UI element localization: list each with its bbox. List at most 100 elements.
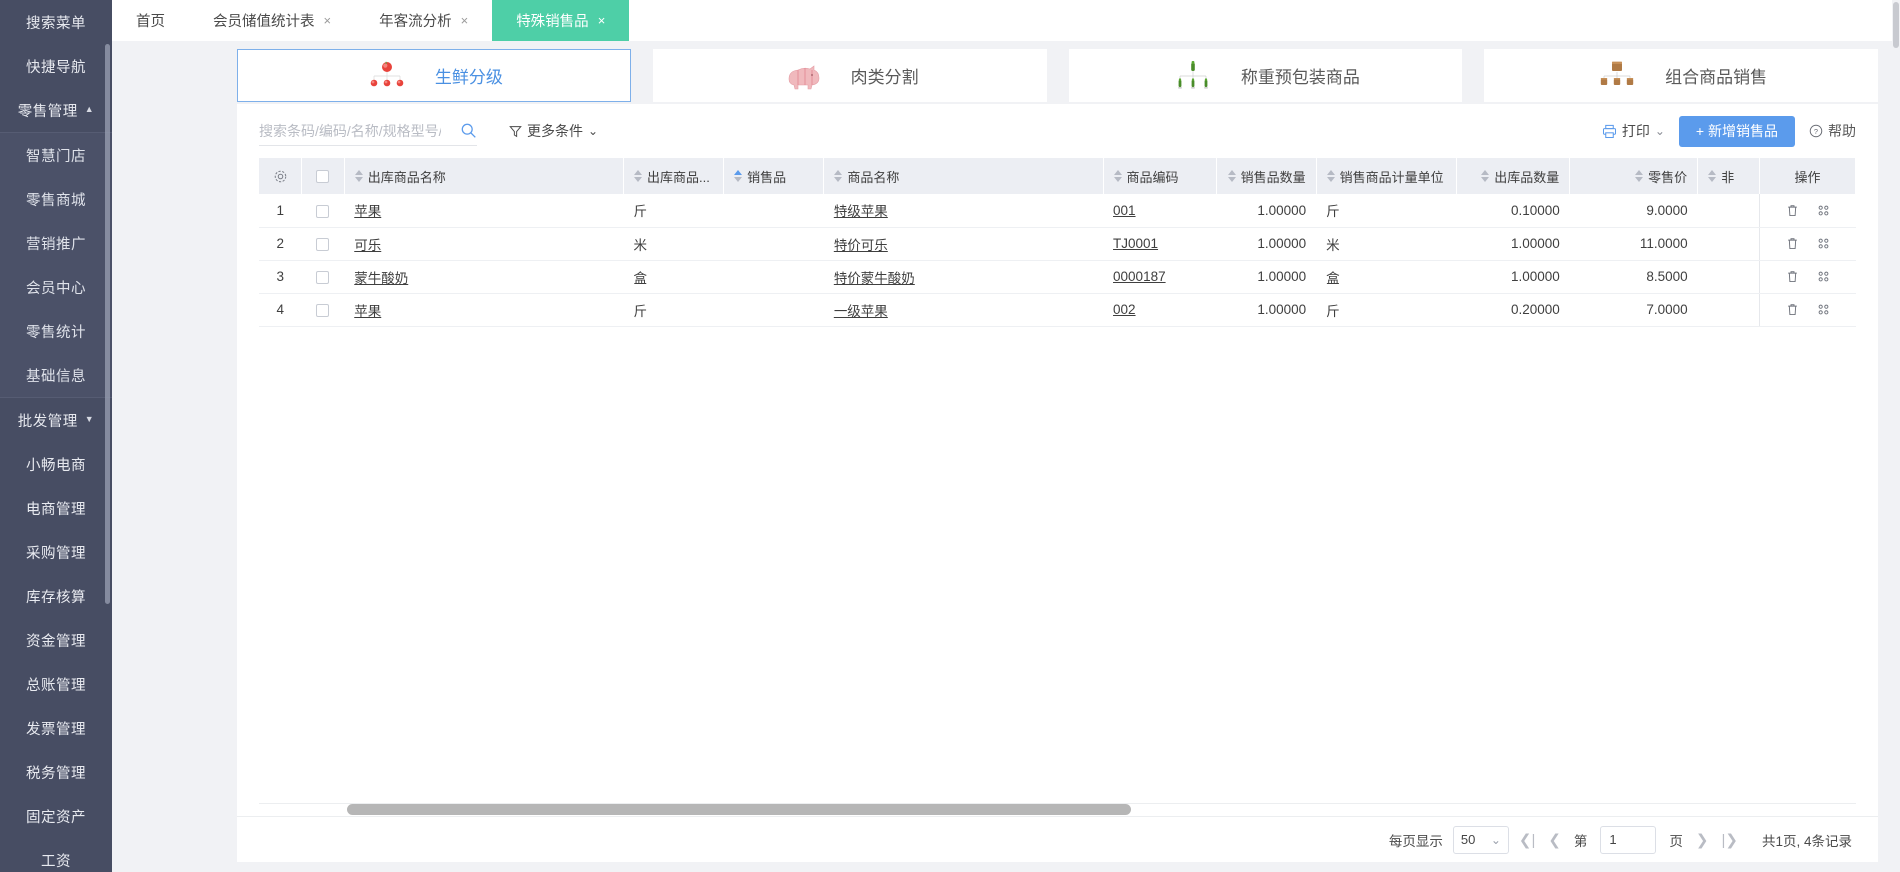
cell-out_name[interactable]: 可乐 — [344, 227, 624, 261]
cell-goods_code[interactable]: 0000187 — [1103, 260, 1216, 294]
cell-link[interactable]: 一级苹果 — [833, 303, 888, 319]
tab-年客流分析[interactable]: 年客流分析 × — [355, 0, 492, 41]
sort-toggle-icon[interactable] — [633, 170, 642, 182]
search-input[interactable] — [259, 122, 441, 139]
sidebar-item-sub-会员中心[interactable]: 会员中心 — [0, 265, 112, 309]
cell-link[interactable]: 可乐 — [354, 237, 382, 253]
sort-toggle-icon[interactable] — [1113, 170, 1122, 182]
cell-cb[interactable] — [301, 227, 345, 261]
grid-dots-icon[interactable] — [1816, 302, 1831, 317]
cell-link[interactable]: TJ0001 — [1113, 236, 1159, 251]
trash-icon[interactable] — [1785, 269, 1800, 284]
sort-toggle-icon[interactable] — [1708, 170, 1717, 182]
tab-会员储值统计表[interactable]: 会员储值统计表 × — [189, 0, 355, 41]
chevron-left-icon[interactable]: ❮ — [1548, 831, 1561, 849]
cell-goods_name[interactable]: 特价可乐 — [823, 227, 1104, 261]
search-icon[interactable] — [460, 122, 477, 139]
trash-icon[interactable] — [1785, 302, 1800, 317]
select-all-checkbox[interactable] — [316, 169, 330, 183]
page-scrollbar[interactable] — [1892, 0, 1900, 872]
category-card-组合商品销售[interactable]: 组合商品销售 — [1484, 49, 1878, 102]
sort-toggle-icon[interactable] — [1635, 170, 1644, 182]
sidebar-item-快捷导航[interactable]: 快捷导航 — [0, 44, 112, 88]
column-header-retail_price[interactable]: 零售价 — [1569, 158, 1699, 194]
column-header-out_name[interactable]: 出库商品名称 — [344, 158, 624, 194]
sort-toggle-icon[interactable] — [354, 170, 363, 182]
cell-cb[interactable] — [301, 194, 345, 228]
sidebar-item-零售管理[interactable]: 零售管理 ▲ — [0, 88, 112, 132]
print-button[interactable]: 打印 ⌄ — [1602, 121, 1665, 141]
cell-goods_code[interactable]: 001 — [1103, 194, 1216, 228]
cell-link[interactable]: 苹果 — [354, 204, 382, 220]
sort-toggle-icon[interactable] — [1326, 170, 1335, 182]
cell-out_name[interactable]: 蒙牛酸奶 — [344, 260, 624, 294]
column-header-fei[interactable]: 非 — [1697, 158, 1760, 194]
sidebar-item-税务管理[interactable]: 税务管理 — [0, 750, 112, 794]
cell-link[interactable]: 002 — [1113, 302, 1136, 317]
sidebar-item-批发管理[interactable]: 批发管理 ▼ — [0, 398, 112, 442]
add-sales-item-button[interactable]: + 新增销售品 — [1678, 115, 1795, 147]
page-number-input[interactable] — [1600, 825, 1657, 854]
cell-out_name[interactable]: 苹果 — [344, 194, 624, 228]
cell-goods_code[interactable]: TJ0001 — [1103, 227, 1216, 261]
cell-cb[interactable] — [301, 260, 345, 294]
trash-icon[interactable] — [1785, 236, 1800, 251]
chevron-last-icon[interactable]: |❯ — [1721, 831, 1738, 849]
sidebar-item-sub-基础信息[interactable]: 基础信息 — [0, 353, 112, 397]
column-header-sale_unit[interactable]: 销售商品计量单位 — [1316, 158, 1458, 194]
category-card-生鲜分级[interactable]: 生鲜分级 — [237, 49, 631, 102]
sidebar-item-电商管理[interactable]: 电商管理 — [0, 486, 112, 530]
sidebar-item-搜索菜单[interactable]: 搜索菜单 — [0, 0, 112, 44]
sidebar-item-工资[interactable]: 工资 — [0, 838, 112, 872]
sidebar-item-库存核算[interactable]: 库存核算 — [0, 574, 112, 618]
cell-goods_name[interactable]: 特级苹果 — [823, 194, 1104, 228]
row-checkbox[interactable] — [316, 270, 330, 284]
search-box[interactable] — [259, 116, 477, 146]
cell-goods_code[interactable]: 002 — [1103, 293, 1216, 327]
sort-toggle-icon[interactable] — [1481, 170, 1490, 182]
column-header-out_qty[interactable]: 出库品数量 — [1456, 158, 1571, 194]
horizontal-scrollbar[interactable] — [259, 803, 1856, 816]
sidebar-item-资金管理[interactable]: 资金管理 — [0, 618, 112, 662]
column-header-goods_name[interactable]: 商品名称 — [823, 158, 1104, 194]
gear-icon[interactable] — [273, 169, 288, 184]
tab-特殊销售品[interactable]: 特殊销售品 × — [492, 0, 630, 41]
cell-goods_name[interactable]: 一级苹果 — [823, 293, 1104, 327]
table-row[interactable]: 2 可乐米特价可乐 TJ0001 1.00000 米 1.00000 11.0000 — [259, 227, 1856, 261]
cell-goods_name[interactable]: 特价蒙牛酸奶 — [823, 260, 1104, 294]
help-button[interactable]: ? 帮助 — [1809, 121, 1856, 141]
grid-dots-icon[interactable] — [1816, 236, 1831, 251]
category-card-称重预包装商品[interactable]: 称重预包装商品 — [1068, 49, 1463, 102]
table-row[interactable]: 1 苹果斤特级苹果 001 1.00000 斤 0.10000 9.0000 — [259, 194, 1856, 228]
cell-cb[interactable] — [301, 293, 345, 327]
column-header-sale_item[interactable]: 销售品 — [723, 158, 825, 194]
chevron-first-icon[interactable]: ❮| — [1518, 831, 1536, 849]
page-scrollbar-thumb[interactable] — [1893, 2, 1899, 48]
row-checkbox[interactable] — [316, 204, 330, 218]
row-checkbox[interactable] — [316, 237, 330, 251]
category-card-肉类分割[interactable]: 肉类分割 — [652, 49, 1047, 102]
scrollbar-thumb[interactable] — [347, 804, 1131, 815]
close-icon[interactable]: × — [460, 13, 469, 28]
sidebar-item-sub-营销推广[interactable]: 营销推广 — [0, 221, 112, 265]
grid-dots-icon[interactable] — [1816, 203, 1831, 218]
per-page-select[interactable]: 50 ⌄ — [1452, 825, 1509, 854]
cell-link[interactable]: 蒙牛酸奶 — [354, 270, 409, 286]
tab-首页[interactable]: 首页 — [112, 0, 189, 41]
cell-out_name[interactable]: 苹果 — [344, 293, 624, 327]
column-header-out_unit[interactable]: 出库商品... — [623, 158, 725, 194]
cell-link[interactable]: 0000187 — [1113, 269, 1166, 284]
close-icon[interactable]: × — [597, 13, 606, 28]
column-header-goods_code[interactable]: 商品编码 — [1103, 158, 1217, 194]
sidebar-item-sub-零售商城[interactable]: 零售商城 — [0, 177, 112, 221]
chevron-right-icon[interactable]: ❯ — [1695, 831, 1709, 849]
sort-toggle-icon[interactable] — [1227, 170, 1236, 182]
table-row[interactable]: 4 苹果斤一级苹果 002 1.00000 斤 0.20000 7.0000 — [259, 293, 1856, 327]
sidebar-item-发票管理[interactable]: 发票管理 — [0, 706, 112, 750]
cell-link[interactable]: 001 — [1113, 202, 1136, 218]
sidebar-item-固定资产[interactable]: 固定资产 — [0, 794, 112, 838]
sort-toggle-icon[interactable] — [734, 170, 743, 182]
sidebar-scrollbar[interactable] — [105, 44, 110, 604]
sort-toggle-icon[interactable] — [834, 170, 843, 182]
sidebar-item-小畅电商[interactable]: 小畅电商 — [0, 442, 112, 486]
